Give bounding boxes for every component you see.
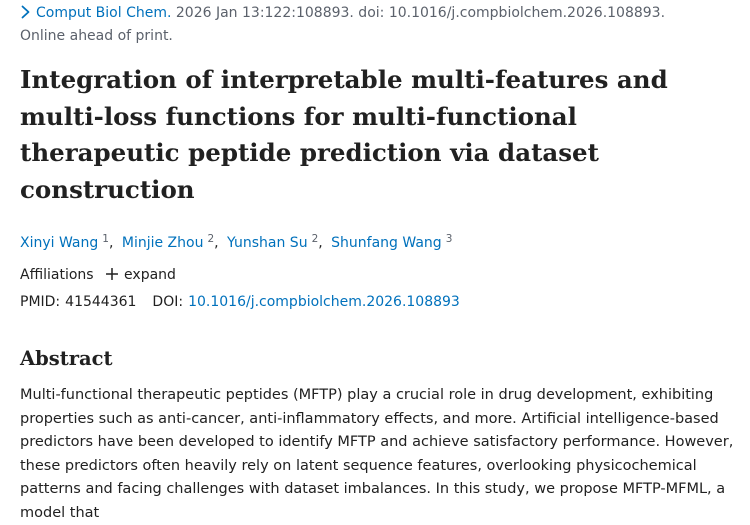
author-separator: , bbox=[318, 235, 323, 251]
author-link[interactable]: Minjie Zhou bbox=[121, 235, 204, 251]
author-link[interactable]: Shunfang Wang bbox=[331, 235, 442, 251]
pmid-value: 41544361 bbox=[65, 294, 137, 310]
plus-icon bbox=[106, 268, 119, 280]
citation-line: Comput Biol Chem. 2026 Jan 13:122:108893… bbox=[20, 3, 665, 23]
pmid-label: PMID: bbox=[20, 294, 61, 310]
author-separator: , bbox=[108, 235, 114, 251]
author-affiliation-number[interactable]: 1 bbox=[102, 233, 109, 245]
expand-affiliations-button[interactable]: expand bbox=[106, 267, 176, 283]
author-affiliation-number[interactable]: 3 bbox=[445, 233, 453, 245]
journal-link[interactable]: Comput Biol Chem. bbox=[36, 5, 172, 21]
author-separator: , bbox=[214, 235, 219, 251]
abstract-heading: Abstract bbox=[20, 347, 113, 370]
author-link[interactable]: Xinyi Wang bbox=[20, 235, 99, 251]
publication-status: Online ahead of print. bbox=[20, 28, 173, 44]
expand-label: expand bbox=[124, 267, 176, 283]
abstract-text: Multi-functional therapeutic peptides (M… bbox=[20, 387, 734, 521]
article-identifiers: PMID: 41544361 DOI: 10.1016/j.compbiolchem.… bbox=[20, 292, 460, 312]
article-title: Integration of interpretable multi-featu… bbox=[20, 65, 668, 204]
doi-label: DOI: bbox=[152, 294, 184, 310]
author-list: Xinyi Wang 1, Minjie Zhou 2, Yunshan Su 2, … bbox=[20, 228, 452, 254]
affiliations-row: Affiliations expand bbox=[20, 265, 176, 285]
author-affiliation-number[interactable]: 2 bbox=[311, 233, 319, 245]
doi-link[interactable]: 10.1016/j.compbiolchem.2026.108893 bbox=[188, 294, 460, 310]
citation-details: 2026 Jan 13:122:108893. doi: 10.1016/j.c… bbox=[171, 5, 666, 21]
chevron-right-icon[interactable] bbox=[20, 5, 31, 19]
affiliations-label: Affiliations bbox=[20, 267, 94, 283]
author-affiliation-number[interactable]: 2 bbox=[207, 233, 215, 245]
author-link[interactable]: Yunshan Su bbox=[227, 235, 308, 251]
